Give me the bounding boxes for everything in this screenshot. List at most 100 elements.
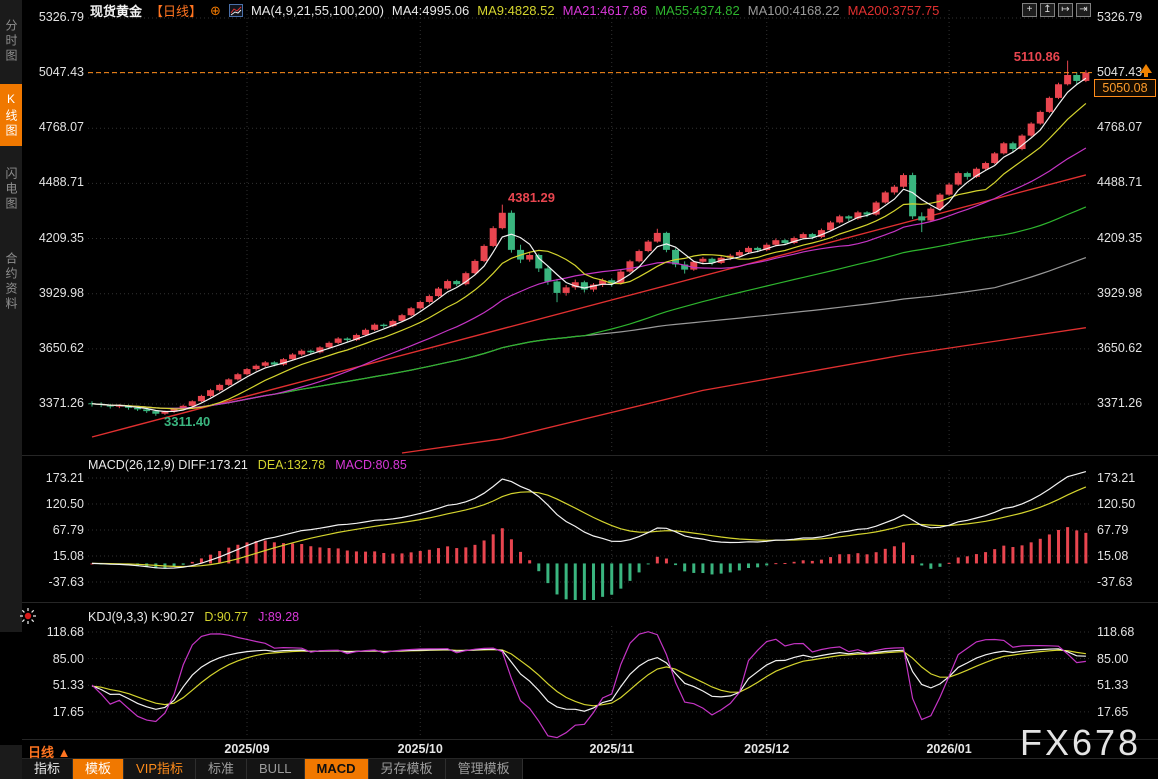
annotation-october-peak: 4381.29 [508, 190, 555, 205]
macd-bar [947, 562, 951, 564]
candle-body [817, 230, 825, 238]
candle-body [106, 405, 114, 407]
sidebar-tab-flash[interactable]: 闪电图 [4, 166, 18, 212]
candle-body [270, 362, 278, 365]
gridlines-layer [88, 10, 1092, 738]
kdj-d-line [91, 649, 1086, 707]
toolbar-bull-button[interactable]: BULL [247, 759, 305, 779]
y-axis-scale-icon[interactable]: ↥ [1040, 3, 1055, 17]
macd-bar [765, 563, 769, 566]
toolbar-templates-button[interactable]: 模板 [73, 759, 125, 779]
circle-plus-icon[interactable]: ⊕ [210, 2, 221, 18]
macd-histogram [90, 527, 1088, 600]
macd-bar [856, 553, 860, 564]
left-sidebar: 分时图 K线图 闪电图 合约资料 [0, 0, 22, 632]
candle-body [152, 411, 160, 414]
macd-bar [436, 548, 440, 564]
x-axis-scale-icon[interactable]: ↦ [1058, 3, 1073, 17]
sidebar-tab-timeline[interactable]: 分时图 [4, 18, 18, 64]
candle-body [927, 208, 935, 221]
candle-body [744, 247, 752, 253]
macd-bar [619, 563, 623, 589]
candle-body [1082, 72, 1090, 81]
candle-body [389, 320, 397, 327]
current-price-tag: 5050.08 [1094, 79, 1156, 97]
macd-bar [819, 559, 823, 564]
ma21-value: MA21:4617.86 [562, 3, 648, 18]
toolbar-standard-button[interactable]: 标准 [196, 759, 248, 779]
candle-body [234, 374, 242, 380]
annotation-session-high: 5110.86 [1013, 49, 1060, 64]
crosshair-icon[interactable]: + [1022, 3, 1037, 17]
macd-bar [254, 541, 258, 564]
toolbar-vip-indicators-button[interactable]: VIP指标 [124, 759, 196, 779]
macd-bar [1057, 529, 1061, 564]
candle-body [434, 288, 442, 297]
macd-bar [984, 552, 988, 564]
macd-y-axis-label-right: 15.08 [1097, 549, 1129, 563]
macd-bar [199, 558, 203, 564]
macd-bar [336, 548, 340, 564]
date-axis-label: 2026/01 [926, 742, 972, 756]
candle-body [161, 411, 169, 414]
jump-to-latest-icon[interactable] [1140, 64, 1152, 73]
macd-bar [646, 563, 650, 565]
macd-bar [1011, 547, 1015, 564]
candle-body [453, 281, 461, 285]
macd-y-axis-label-left: 173.21 [45, 471, 84, 485]
candle-body [207, 390, 215, 396]
candle-body [1073, 75, 1081, 81]
macd-bar [190, 561, 194, 564]
alert-burst-icon[interactable] [20, 608, 36, 624]
candle-body [553, 281, 561, 293]
macd-bar [929, 563, 933, 569]
macd-bar [829, 557, 833, 564]
sidebar-tab-contract-info[interactable]: 合约资料 [4, 252, 18, 312]
kdj-j-line [91, 631, 1086, 739]
period-badge[interactable]: 【日线】 [150, 4, 203, 19]
candle-body [216, 384, 224, 391]
macd-bar [801, 560, 805, 564]
toolbar-macd-button[interactable]: MACD [304, 759, 369, 779]
main-y-axis-label-left: 4488.71 [38, 175, 84, 190]
macd-bar [291, 543, 295, 564]
kdj-y-axis-label-right: 51.33 [1097, 678, 1129, 693]
candle-body [143, 409, 151, 412]
candle-body [526, 255, 534, 260]
macd-bar [345, 550, 349, 564]
mini-chart-icon[interactable] [228, 4, 243, 17]
macd-bar [902, 542, 906, 564]
candle-body [544, 268, 552, 282]
macd-bar [601, 563, 605, 597]
candle-body [362, 329, 370, 335]
candle-body [909, 175, 917, 217]
candle-body [790, 238, 798, 243]
toolbar-manage-template-button[interactable]: 管理模板 [446, 759, 523, 779]
macd-bar [427, 549, 431, 564]
candle-body [626, 261, 634, 272]
chevron-up-icon: ▲ [57, 745, 71, 760]
macd-bar [172, 563, 176, 567]
chart-corner-tools: + ↥ ↦ ⇥ [1022, 3, 1091, 17]
toolbar-indicators-button[interactable]: 指标 [22, 759, 74, 779]
period-selector[interactable]: 日线 ▲ [28, 745, 71, 760]
main-y-axis-label-right: 3371.26 [1097, 395, 1143, 410]
main-y-axis-label-left: 5326.79 [38, 10, 84, 24]
candle-body [334, 338, 342, 343]
macd-bar [710, 563, 714, 575]
main-y-axis-label-right: 3929.98 [1097, 285, 1143, 300]
ma-settings[interactable]: MA(4,9,21,55,100,200) [250, 3, 384, 18]
candle-body [900, 175, 908, 187]
candle-body [608, 280, 616, 284]
candle-body [653, 232, 661, 242]
fx678-watermark: FX678 [1020, 722, 1142, 763]
main-y-axis-label-right: 5047.43 [1097, 65, 1143, 80]
candle-body [1064, 75, 1072, 85]
candle-body [827, 222, 835, 231]
pan-right-icon[interactable]: ⇥ [1076, 3, 1091, 17]
sidebar-tab-kline[interactable]: K线图 [0, 84, 22, 146]
toolbar-save-template-button[interactable]: 另存模板 [369, 759, 446, 779]
candle-body [252, 365, 260, 370]
macd-bar [774, 563, 778, 565]
